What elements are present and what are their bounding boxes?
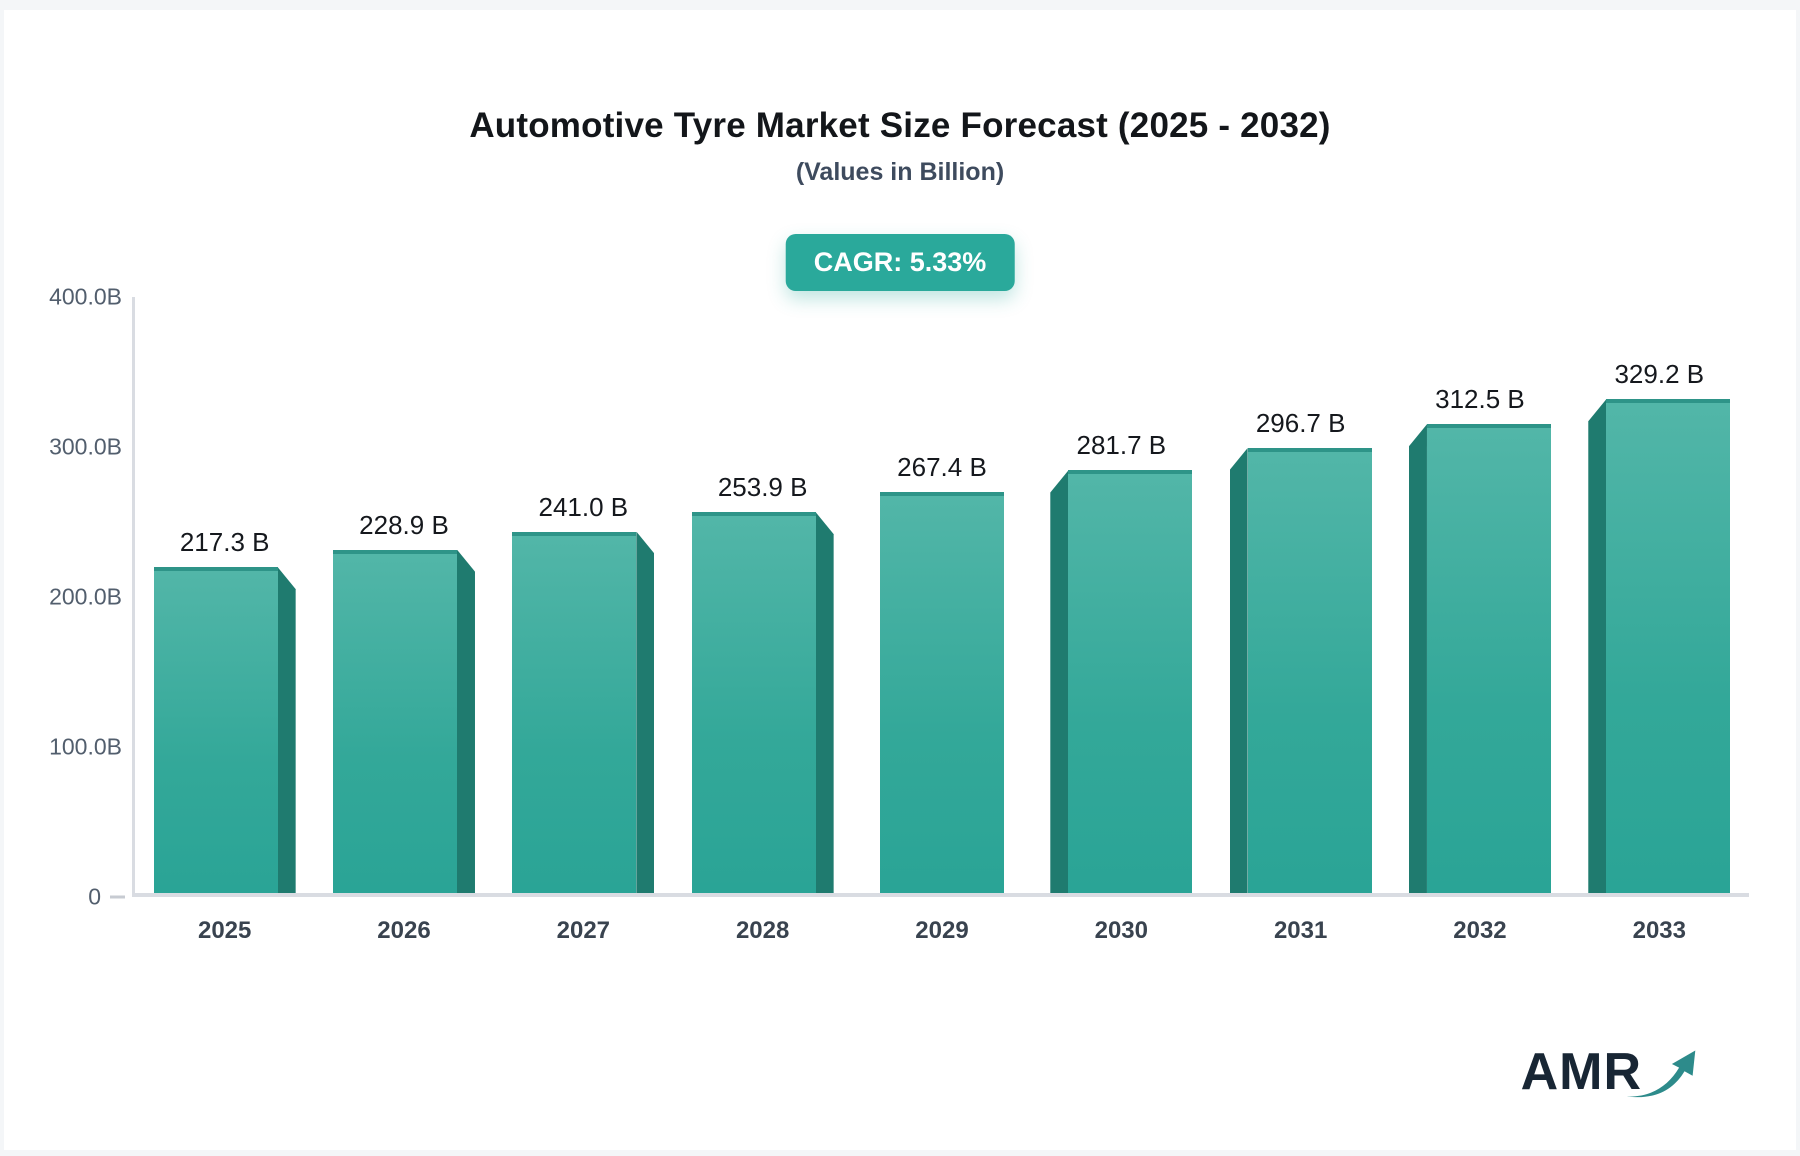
y-axis-tick-label: 100.0B — [49, 733, 122, 760]
bar-3d-side — [456, 549, 475, 893]
bar-2030 — [1050, 470, 1193, 893]
bar-3d-side — [1050, 470, 1069, 893]
bar-group-2028: 253.9 B 2028 — [673, 297, 852, 944]
bar-face — [512, 531, 637, 893]
bar-2026 — [332, 549, 475, 893]
y-axis-tick-label: 300.0B — [49, 433, 122, 460]
zero-tick-mark — [110, 895, 125, 899]
bar-3d-side — [1588, 399, 1607, 893]
bar-value-label: 312.5 B — [1435, 384, 1525, 415]
bar-3d-side — [636, 531, 655, 893]
bar-3d-side — [277, 567, 296, 893]
bar-face — [1068, 470, 1193, 893]
bar-face — [691, 512, 816, 893]
bar-group-2027: 241.0 B 2027 — [494, 297, 673, 944]
bar-group-2029: 267.4 B 2029 — [852, 297, 1031, 944]
bar-3d-side — [815, 512, 834, 893]
chart-card: Automotive Tyre Market Size Forecast (20… — [4, 10, 1796, 1150]
x-axis-label-2025: 2025 — [197, 917, 252, 944]
y-axis-tick-label: 0 — [88, 883, 101, 910]
brand-logo: AMR — [1521, 1044, 1698, 1098]
y-axis-tick-label: 200.0B — [49, 583, 122, 610]
bar-face — [1247, 447, 1372, 893]
bar-face — [1426, 424, 1551, 893]
bar-group-2033: 329.2 B 2033 — [1570, 297, 1749, 944]
x-axis-label-2030: 2030 — [1094, 917, 1148, 944]
logo-text: AMR — [1520, 1043, 1642, 1101]
bar-group-2025: 217.3 B 2025 — [135, 297, 314, 944]
cagr-badge: CAGR: 5.33% — [785, 234, 1015, 291]
bar-value-label: 267.4 B — [897, 451, 987, 482]
bar-face — [153, 567, 278, 893]
bars-container: 217.3 B 2025 228.9 B 2026 241.0 B 2027 253.9 B… — [135, 297, 1749, 944]
plot-area: 400.0B 300.0B 200.0B 100.0B 0 217.3 B 2025 228… — [49, 284, 1749, 944]
x-axis-label-2028: 2028 — [735, 917, 790, 944]
growth-arrow-icon — [1626, 1050, 1696, 1098]
bar-group-2030: 281.7 B 2030 — [1032, 297, 1211, 944]
y-axis-tick-label: 400.0B — [49, 283, 122, 310]
bar-2027 — [512, 531, 655, 893]
x-axis-label-2033: 2033 — [1632, 917, 1686, 944]
bar-value-label: 217.3 B — [179, 527, 270, 558]
x-axis-label-2031: 2031 — [1273, 917, 1328, 944]
bar-group-2026: 228.9 B 2026 — [314, 297, 493, 944]
bar-value-label: 329.2 B — [1614, 359, 1705, 390]
bar-2032 — [1408, 424, 1551, 893]
chart-subtitle: (Values in Billion) — [795, 158, 1005, 186]
bar-value-label: 241.0 B — [538, 491, 629, 522]
bar-2025 — [153, 567, 296, 893]
bar-2031 — [1229, 447, 1372, 893]
bar-face — [1606, 399, 1731, 893]
bar-group-2031: 296.7 B 2031 — [1211, 297, 1390, 944]
x-axis-label-2032: 2032 — [1453, 917, 1507, 944]
bar-face — [332, 549, 457, 893]
bar-value-label: 228.9 B — [359, 509, 449, 540]
bar-group-2032: 312.5 B 2032 — [1390, 297, 1569, 944]
bar-value-label: 296.7 B — [1255, 407, 1346, 438]
bar-2029 — [879, 491, 1004, 893]
bar-2033 — [1588, 399, 1731, 893]
bar-3d-side — [1229, 447, 1248, 893]
bar-2028 — [691, 512, 834, 893]
x-axis-label-2026: 2026 — [377, 917, 431, 944]
x-axis-label-2027: 2027 — [556, 917, 611, 944]
x-axis-label-2029: 2029 — [915, 917, 969, 944]
bar-value-label: 253.9 B — [717, 472, 808, 503]
bar-face — [879, 491, 1004, 893]
bar-value-label: 281.7 B — [1076, 430, 1167, 461]
bar-3d-side — [1408, 424, 1427, 893]
chart-title: Automotive Tyre Market Size Forecast (20… — [469, 106, 1331, 145]
